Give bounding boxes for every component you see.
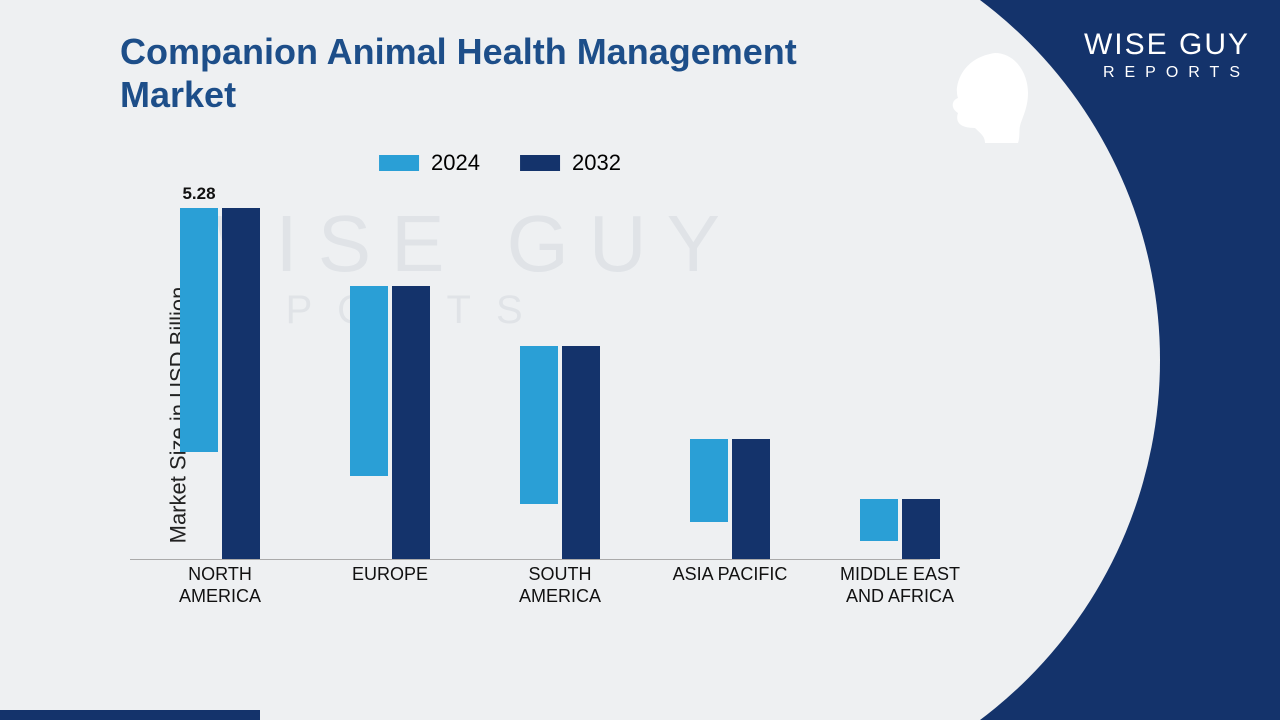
legend: 2024 2032 [379, 150, 621, 176]
x-axis-label: ASIA PACIFIC [660, 564, 800, 586]
bar-group [500, 346, 620, 559]
bar [690, 439, 728, 522]
bar [902, 499, 940, 559]
bar-group [840, 499, 960, 559]
legend-item-2024: 2024 [379, 150, 480, 176]
bar [860, 499, 898, 541]
plot-region: 5.28 [130, 190, 930, 560]
bar-group [330, 286, 450, 559]
legend-label-2024: 2024 [431, 150, 480, 176]
legend-item-2032: 2032 [520, 150, 621, 176]
x-axis-label: NORTH AMERICA [150, 564, 290, 607]
bar-group [670, 439, 790, 559]
head-silhouette-icon [940, 48, 1030, 148]
legend-swatch-2024 [379, 155, 419, 171]
legend-label-2032: 2032 [572, 150, 621, 176]
x-axis-label: MIDDLE EAST AND AFRICA [830, 564, 970, 607]
bar: 5.28 [180, 208, 218, 452]
bar-group: 5.28 [160, 208, 280, 560]
x-axis-labels: NORTH AMERICA EUROPE SOUTH AMERICA ASIA PAC… [130, 564, 930, 674]
chart-area: Market Size in USD Billion 2024 2032 5.2… [60, 150, 940, 680]
x-axis-label: SOUTH AMERICA [490, 564, 630, 607]
bar [222, 208, 260, 560]
bar [562, 346, 600, 559]
brand-logo: WISE GUY REPORTS [1084, 28, 1250, 82]
bar [350, 286, 388, 476]
legend-swatch-2032 [520, 155, 560, 171]
chart-title: Companion Animal Health Management Marke… [120, 30, 840, 116]
brand-name-line2: REPORTS [1084, 64, 1250, 82]
bar [732, 439, 770, 559]
x-axis-label: EUROPE [320, 564, 460, 586]
bar [392, 286, 430, 559]
bar-value-label: 5.28 [182, 184, 215, 204]
bottom-accent-bar [0, 710, 260, 720]
brand-name-line1: WISE GUY [1084, 28, 1250, 62]
bar [520, 346, 558, 503]
